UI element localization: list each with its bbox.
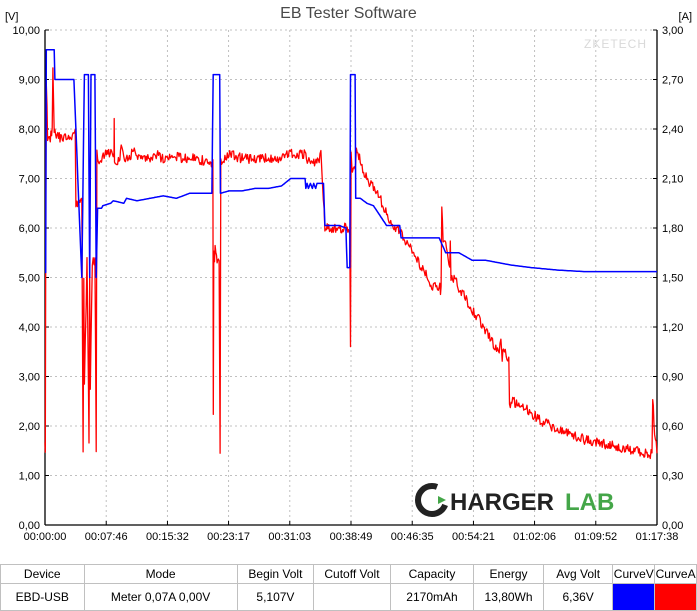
- col-curve-v: CurveV: [613, 565, 655, 584]
- svg-text:7,00: 7,00: [19, 174, 40, 186]
- col-avg-volt: Avg Volt: [543, 565, 613, 584]
- svg-text:01:02:06: 01:02:06: [513, 531, 556, 543]
- svg-text:0,90: 0,90: [662, 372, 683, 384]
- svg-text:00:54:21: 00:54:21: [452, 531, 495, 543]
- svg-text:ZKETECH: ZKETECH: [584, 37, 647, 51]
- svg-text:4,00: 4,00: [19, 322, 40, 334]
- svg-text:01:17:38: 01:17:38: [636, 531, 679, 543]
- svg-text:EB Tester Software: EB Tester Software: [280, 5, 417, 22]
- cell-avg-volt: 6,36V: [543, 584, 613, 611]
- svg-text:1,80: 1,80: [662, 223, 683, 235]
- svg-text:1,50: 1,50: [662, 273, 683, 285]
- svg-text:8,00: 8,00: [19, 124, 40, 136]
- svg-text:HARGER: HARGER: [450, 489, 554, 516]
- svg-text:00:00:00: 00:00:00: [24, 531, 67, 543]
- svg-text:LAB: LAB: [565, 489, 614, 516]
- col-curve-a: CurveA: [655, 565, 697, 584]
- col-energy: Energy: [474, 565, 544, 584]
- svg-text:9,00: 9,00: [19, 75, 40, 87]
- svg-text:[V]: [V]: [5, 11, 18, 23]
- svg-text:0,30: 0,30: [662, 471, 683, 483]
- swatch-curve-a: [655, 584, 697, 611]
- svg-text:3,00: 3,00: [19, 372, 40, 384]
- data-table: Device Mode Begin Volt Cutoff Volt Capac…: [0, 564, 697, 611]
- svg-text:00:38:49: 00:38:49: [330, 531, 373, 543]
- svg-text:10,00: 10,00: [12, 25, 40, 37]
- svg-text:00:15:32: 00:15:32: [146, 531, 189, 543]
- svg-text:1,20: 1,20: [662, 322, 683, 334]
- svg-text:6,00: 6,00: [19, 223, 40, 235]
- svg-text:00:07:46: 00:07:46: [85, 531, 128, 543]
- col-cutoff-volt: Cutoff Volt: [314, 565, 391, 584]
- svg-text:1,00: 1,00: [19, 471, 40, 483]
- svg-text:0,60: 0,60: [662, 421, 683, 433]
- svg-text:01:09:52: 01:09:52: [574, 531, 617, 543]
- cell-begin-volt: 5,107V: [237, 584, 314, 611]
- svg-text:2,00: 2,00: [19, 421, 40, 433]
- svg-text:2,70: 2,70: [662, 75, 683, 87]
- table-header-row: Device Mode Begin Volt Cutoff Volt Capac…: [1, 565, 697, 584]
- swatch-curve-v: [613, 584, 655, 611]
- col-begin-volt: Begin Volt: [237, 565, 314, 584]
- col-capacity: Capacity: [390, 565, 474, 584]
- svg-text:00:46:35: 00:46:35: [391, 531, 434, 543]
- cell-cutoff-volt: [314, 584, 391, 611]
- svg-text:3,00: 3,00: [662, 25, 683, 37]
- svg-text:00:31:03: 00:31:03: [268, 531, 311, 543]
- svg-text:00:23:17: 00:23:17: [207, 531, 250, 543]
- cell-capacity: 2170mAh: [390, 584, 474, 611]
- chart-canvas: EB Tester Software[V][A]0,001,002,003,00…: [0, 0, 697, 565]
- cell-mode: Meter 0,07A 0,00V: [84, 584, 237, 611]
- svg-text:5,00: 5,00: [19, 273, 40, 285]
- svg-text:2,10: 2,10: [662, 174, 683, 186]
- col-mode: Mode: [84, 565, 237, 584]
- table-row: EBD-USB Meter 0,07A 0,00V 5,107V 2170mAh…: [1, 584, 697, 611]
- cell-device: EBD-USB: [1, 584, 85, 611]
- cell-energy: 13,80Wh: [474, 584, 544, 611]
- svg-text:[A]: [A]: [679, 11, 692, 23]
- svg-text:2,40: 2,40: [662, 124, 683, 136]
- col-device: Device: [1, 565, 85, 584]
